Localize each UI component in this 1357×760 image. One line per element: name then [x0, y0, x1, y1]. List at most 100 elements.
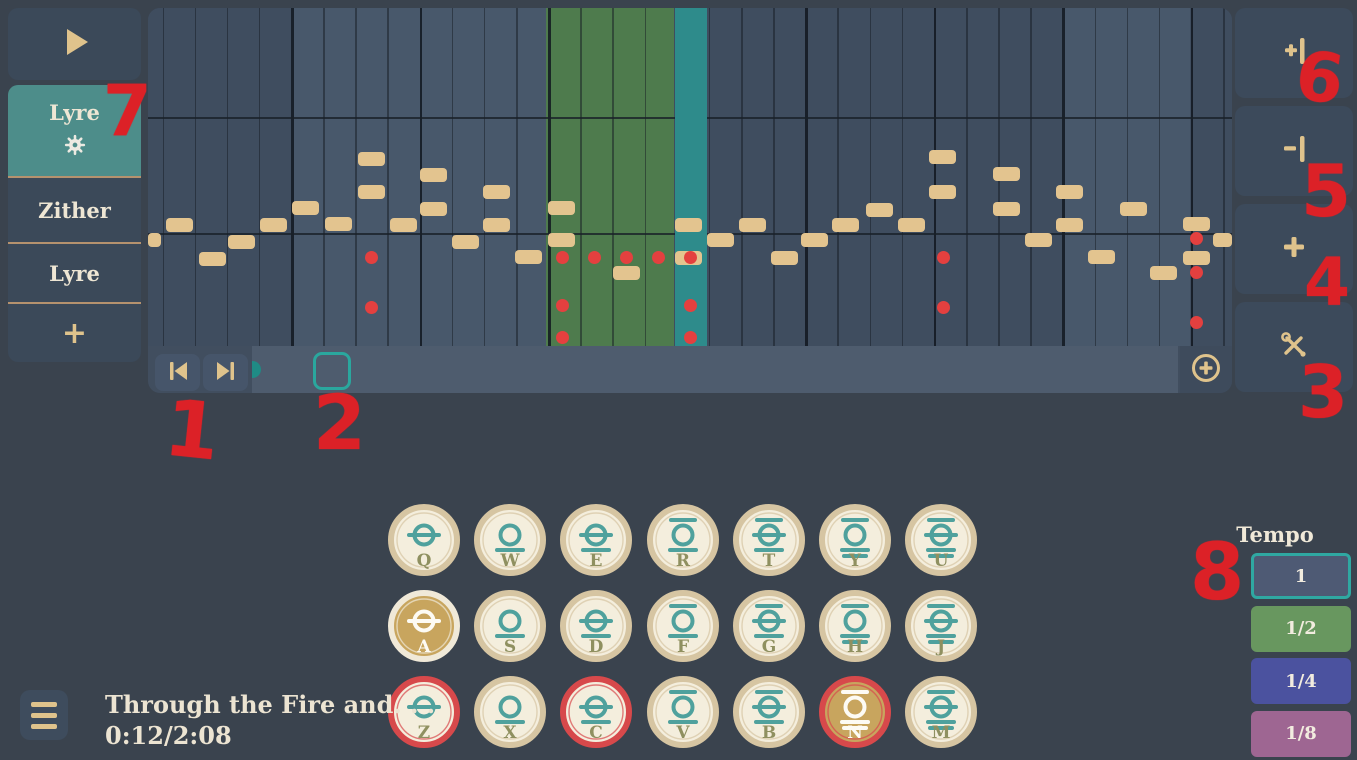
note-block[interactable] — [148, 233, 161, 247]
note-dot[interactable] — [619, 250, 633, 264]
scrollbar-track[interactable] — [252, 346, 1178, 393]
note-block[interactable] — [292, 201, 319, 215]
tempo-option-1[interactable]: 1 — [1251, 553, 1351, 599]
note-block[interactable] — [707, 233, 734, 247]
gear-icon[interactable] — [64, 134, 86, 161]
note-block[interactable] — [675, 218, 702, 232]
note-block[interactable] — [1088, 250, 1115, 264]
note-block[interactable] — [993, 202, 1020, 216]
note-key-z[interactable]: Z — [388, 676, 460, 748]
note-key-e[interactable]: E — [560, 504, 633, 576]
note-block[interactable] — [1150, 266, 1177, 280]
tempo-option-1-4[interactable]: 1/4 — [1251, 658, 1351, 704]
menu-button[interactable] — [20, 690, 68, 740]
scrollbar-handle[interactable] — [313, 352, 351, 390]
note-key-a[interactable]: A — [388, 590, 460, 662]
note-block[interactable] — [390, 218, 417, 232]
note-block[interactable] — [260, 218, 287, 232]
note-dot[interactable] — [651, 250, 665, 264]
note-key-m[interactable]: M — [905, 676, 978, 748]
note-block[interactable] — [199, 252, 226, 266]
play-button[interactable] — [8, 8, 141, 80]
note-dot[interactable] — [1189, 231, 1203, 245]
note-key-r[interactable]: R — [646, 504, 719, 576]
skip-to-start-button[interactable] — [155, 354, 200, 391]
note-dot[interactable] — [555, 298, 569, 312]
note-dot[interactable] — [936, 250, 950, 264]
note-key-u[interactable]: U — [905, 504, 978, 576]
note-key-x[interactable]: X — [474, 676, 547, 748]
add-track-button[interactable]: + — [8, 304, 141, 362]
note-block[interactable] — [1025, 233, 1052, 247]
note-key-b[interactable]: B — [732, 676, 805, 748]
note-dot[interactable] — [683, 330, 697, 344]
note-key-w[interactable]: W — [474, 504, 547, 576]
tools-button[interactable] — [1235, 302, 1353, 392]
note-dot[interactable] — [936, 300, 950, 314]
measure-band — [148, 8, 291, 346]
track-tab-lyre-2[interactable]: Lyre — [8, 244, 141, 304]
skip-to-end-button[interactable] — [203, 354, 248, 391]
note-block[interactable] — [420, 168, 447, 182]
note-block[interactable] — [1120, 202, 1147, 216]
remove-column-button[interactable] — [1235, 106, 1353, 196]
note-dot[interactable] — [555, 330, 569, 344]
note-block[interactable] — [866, 203, 893, 217]
note-block[interactable] — [1056, 218, 1083, 232]
note-block[interactable] — [1183, 217, 1210, 231]
tempo-option-1-2[interactable]: 1/2 — [1251, 605, 1351, 652]
note-block[interactable] — [420, 202, 447, 216]
note-block[interactable] — [771, 251, 798, 265]
note-block[interactable] — [739, 218, 766, 232]
note-block[interactable] — [929, 185, 956, 199]
note-block[interactable] — [898, 218, 925, 232]
note-block[interactable] — [1213, 233, 1232, 247]
track-tab-zither-1[interactable]: Zither — [8, 178, 141, 244]
add-column-button[interactable] — [1235, 8, 1353, 98]
piano-roll[interactable] — [148, 8, 1232, 346]
note-block[interactable] — [515, 250, 542, 264]
playhead-column[interactable] — [675, 8, 707, 346]
note-dot[interactable] — [364, 300, 378, 314]
note-block[interactable] — [1056, 185, 1083, 199]
add-button[interactable] — [1235, 204, 1353, 294]
note-block[interactable] — [548, 233, 575, 247]
note-key-f[interactable]: F — [646, 590, 719, 662]
note-dot[interactable] — [1189, 265, 1203, 279]
note-key-h[interactable]: H — [819, 590, 891, 662]
note-block[interactable] — [613, 266, 640, 280]
note-dot[interactable] — [555, 250, 569, 264]
note-block[interactable] — [483, 185, 510, 199]
note-block[interactable] — [166, 218, 193, 232]
note-block[interactable] — [452, 235, 479, 249]
note-block[interactable] — [228, 235, 255, 249]
note-key-t[interactable]: T — [732, 504, 805, 576]
tempo-option-1-8[interactable]: 1/8 — [1251, 710, 1351, 757]
note-key-j[interactable]: J — [905, 590, 978, 662]
note-dot[interactable] — [683, 250, 697, 264]
note-dot[interactable] — [1189, 315, 1203, 329]
note-block[interactable] — [483, 218, 510, 232]
note-block[interactable] — [358, 152, 385, 166]
note-key-c[interactable]: C — [560, 676, 633, 748]
note-key-q[interactable]: Q — [388, 504, 460, 576]
note-block[interactable] — [358, 185, 385, 199]
note-key-s[interactable]: S — [474, 590, 547, 662]
note-block[interactable] — [929, 150, 956, 164]
note-dot[interactable] — [364, 250, 378, 264]
track-tab-lyre-0[interactable]: Lyre — [8, 85, 141, 178]
timeline-zoom-add-button[interactable] — [1180, 346, 1232, 393]
note-key-v[interactable]: V — [646, 676, 719, 748]
note-dot[interactable] — [587, 250, 601, 264]
note-key-y[interactable]: Y — [819, 504, 891, 576]
note-block[interactable] — [832, 218, 859, 232]
note-block[interactable] — [801, 233, 828, 247]
note-key-d[interactable]: D — [560, 590, 633, 662]
note-key-g[interactable]: G — [732, 590, 805, 662]
note-block[interactable] — [325, 217, 352, 231]
note-block[interactable] — [993, 167, 1020, 181]
note-key-n[interactable]: N — [819, 676, 891, 748]
note-block[interactable] — [548, 201, 575, 215]
note-block[interactable] — [1183, 251, 1210, 265]
note-dot[interactable] — [683, 298, 697, 312]
